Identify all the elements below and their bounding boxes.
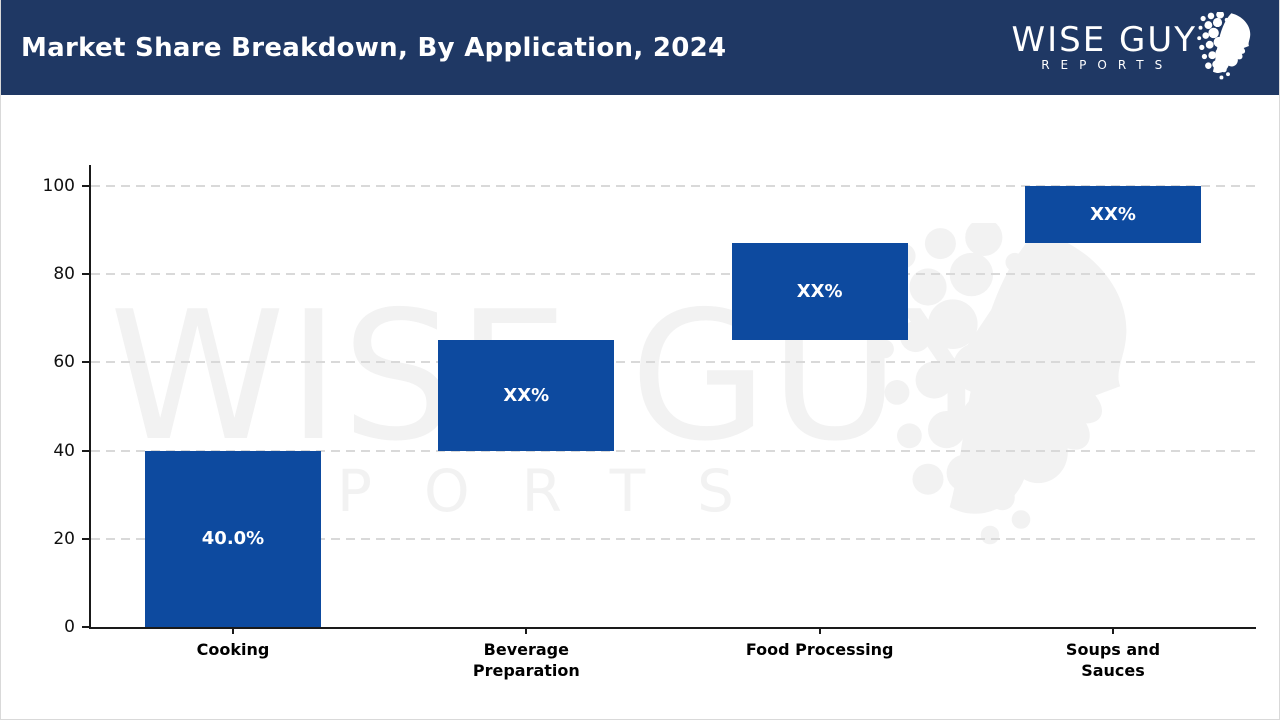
logo-wiseguy-text: WISE GUY	[1011, 19, 1197, 60]
gridline-80	[91, 273, 1256, 276]
y-tick-label: 40	[53, 440, 75, 461]
x-tick	[1111, 627, 1114, 634]
logo-text: WISE GUY REPORTS	[1011, 19, 1197, 73]
wise-guy-logo: WISE GUY REPORTS	[1011, 12, 1261, 84]
y-tick-label: 0	[64, 617, 75, 637]
y-tick	[82, 361, 89, 364]
gridline-100	[91, 185, 1256, 187]
bar-soups-and-sauces: XX%	[1024, 186, 1201, 244]
y-tick	[82, 537, 89, 540]
bar-food-processing: XX%	[731, 243, 908, 341]
bar-cooking: 40.0%	[145, 450, 321, 627]
bar-value-label: 40.0%	[201, 528, 265, 550]
bar-value-label: XX%	[1090, 204, 1136, 226]
logo-reports-text: REPORTS	[1041, 58, 1174, 73]
header: Market Share Breakdown, By Application, …	[1, 0, 1279, 95]
y-tick-label: 80	[53, 264, 75, 285]
face-profile-icon	[1195, 12, 1261, 84]
y-tick	[82, 185, 89, 187]
gridline-20	[91, 537, 1256, 540]
bar-value-label: XX%	[503, 384, 550, 406]
bar-value-label: XX%	[796, 281, 843, 303]
x-axis-label: Soups and Sauces	[1065, 640, 1161, 680]
y-tick-label: 60	[53, 352, 75, 373]
y-tick	[82, 449, 89, 452]
x-axis-label: Food Processing	[745, 640, 894, 659]
y-tick	[82, 273, 89, 276]
bar-beverage-preparation: XX%	[438, 340, 615, 451]
page-title: Market Share Breakdown, By Application, …	[21, 32, 727, 63]
x-tick	[818, 627, 821, 634]
x-tick	[232, 627, 234, 634]
plot-area: 0 20 40 60 80 100 40.0% Cooking XX% Beverage Prep…	[43, 165, 1256, 680]
y-tick-label: 100	[42, 176, 75, 196]
gridline-40	[91, 449, 1256, 452]
y-tick-label: 20	[53, 528, 75, 549]
x-tick	[525, 627, 528, 634]
chart-area: WISE GUY REPORTS 0 20 40 60 80 100 40.0% Cookin…	[1, 95, 1279, 719]
y-tick	[82, 626, 89, 628]
gridline-60	[91, 361, 1256, 364]
x-axis-label: Cooking	[196, 640, 270, 659]
x-axis-label: Beverage Preparation	[472, 640, 580, 680]
